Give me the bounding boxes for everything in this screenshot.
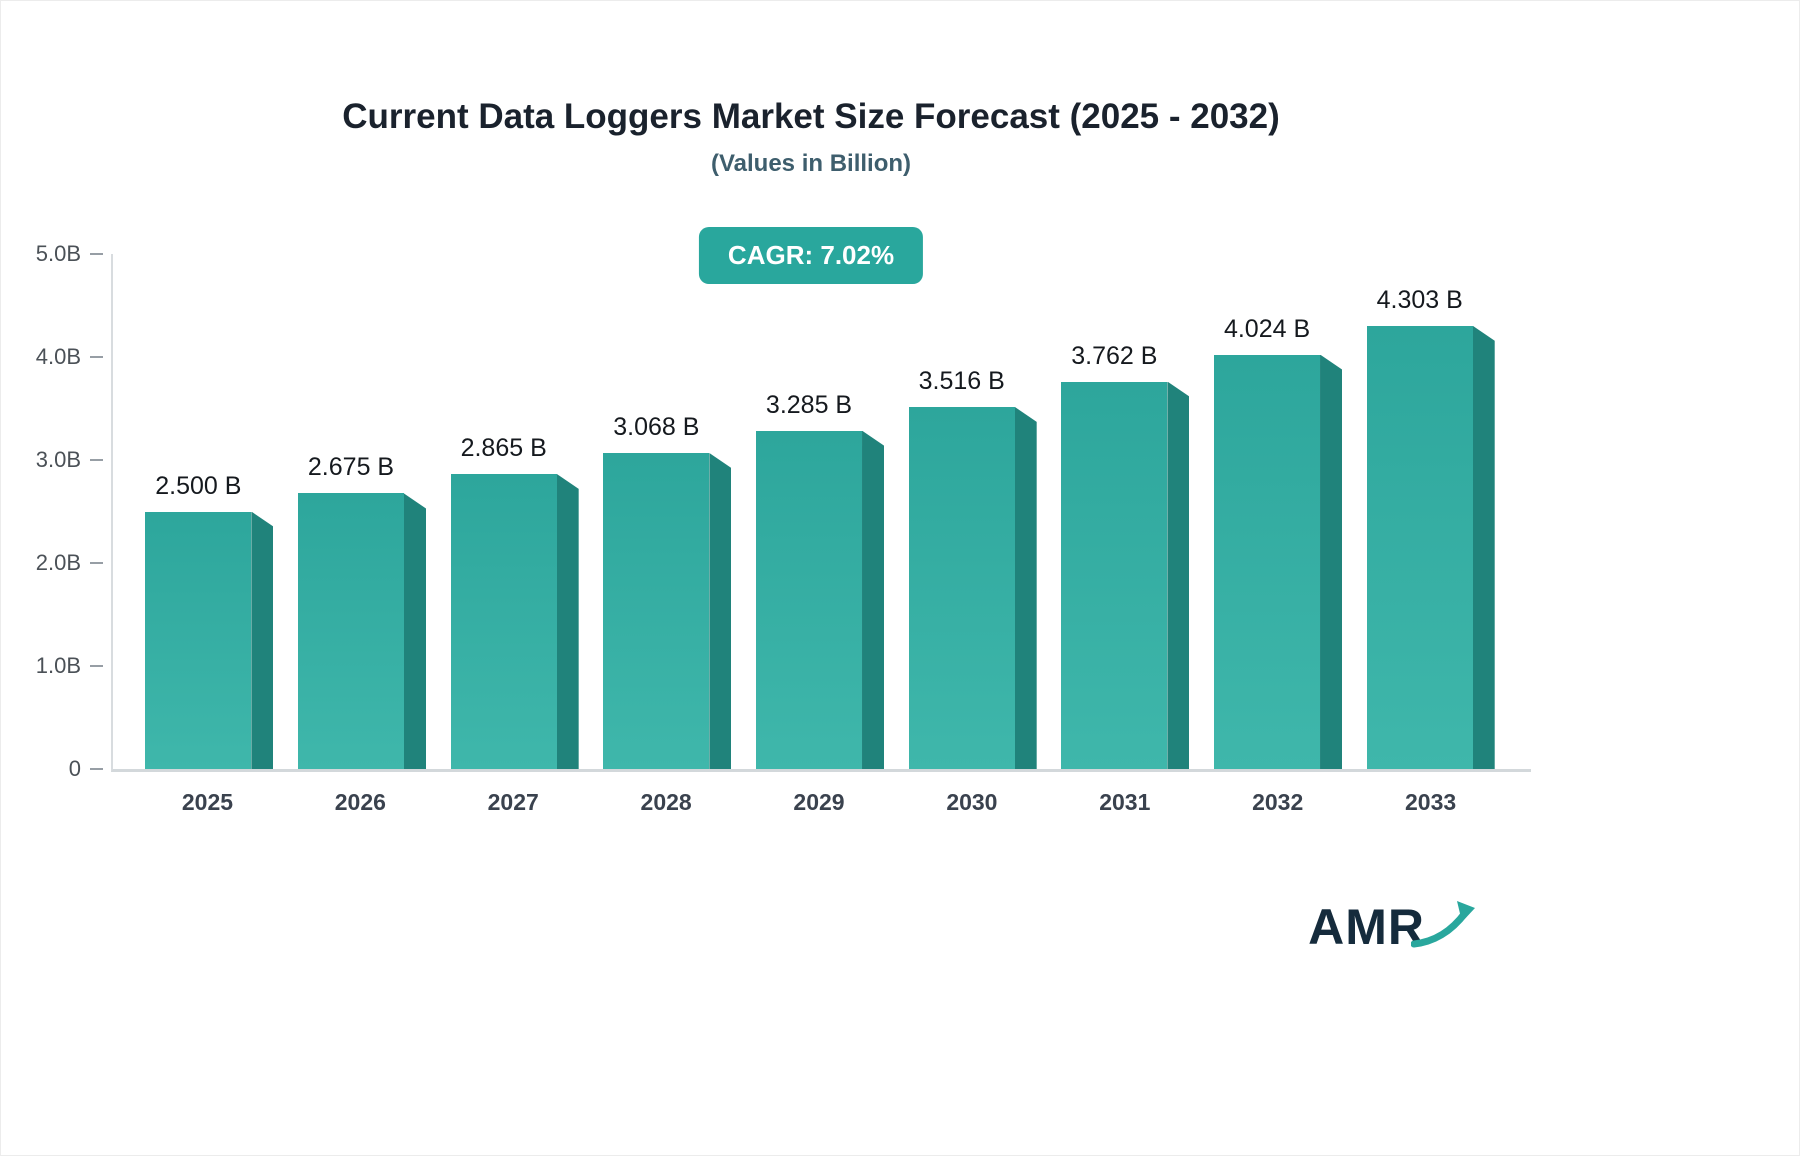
cagr-badge: CAGR: 7.02%	[698, 227, 924, 284]
bar-side	[556, 473, 579, 769]
bar-slot-2032: 4.024 B	[1202, 315, 1355, 769]
bar-value-label: 2.500 B	[155, 471, 242, 500]
x-axis-label-2028: 2028	[640, 789, 692, 815]
bar-side	[1472, 325, 1495, 769]
x-axis-label-2029: 2029	[793, 789, 845, 815]
bar-side	[1320, 354, 1343, 769]
bar-face	[145, 511, 252, 769]
bar-face	[1061, 381, 1168, 769]
bar-2031: 3.762 B	[1061, 342, 1190, 769]
x-axis-label-2033: 2033	[1404, 789, 1457, 815]
y-tick-4.0B: 4.0B	[36, 344, 103, 370]
x-axis-label-2025: 2025	[181, 789, 234, 815]
bar-2032: 4.024 B	[1214, 315, 1343, 769]
bar-value-label: 4.303 B	[1376, 285, 1463, 314]
bar-face	[908, 406, 1015, 769]
y-tick-mark	[90, 253, 103, 255]
y-tick-2.0B: 2.0B	[36, 550, 103, 576]
y-tick-label: 2.0B	[35, 550, 81, 575]
bar-side	[251, 511, 274, 769]
y-tick-label: 1.0B	[35, 653, 81, 678]
y-tick-label: 5.0B	[35, 241, 81, 266]
y-tick-mark	[90, 768, 103, 770]
x-axis-label-2027: 2027	[487, 789, 539, 815]
bar-2030: 3.516 B	[908, 367, 1037, 769]
y-axis: 0 1.0B 2.0B 3.0B 4.0B 5.0B	[36, 241, 1531, 781]
bar-side	[862, 430, 885, 769]
bar-value-label: 2.865 B	[460, 433, 547, 462]
bar-2033: 4.303 B	[1366, 286, 1495, 769]
y-tick-mark	[90, 356, 103, 358]
x-axis: 2025 2026 2027 2028 2029 2030 2031 2032 2033	[111, 789, 1531, 816]
x-axis-label-2026: 2026	[334, 789, 386, 815]
y-tick-5.0B: 5.0B	[36, 241, 103, 267]
bar-face	[1214, 354, 1321, 769]
bar-slot-2030: 3.516 B	[896, 367, 1049, 769]
growth-arrow-icon	[1411, 901, 1475, 948]
bars-container: 2.500 B 2.675 B 2.865 B 3.068 B 3.285 B 3.516…	[113, 254, 1531, 769]
bar-face	[603, 453, 710, 769]
x-axis-label-2032: 2032	[1252, 789, 1304, 815]
y-tick-label: 4.0B	[35, 344, 81, 369]
bar-face	[1366, 325, 1473, 769]
bar-side	[709, 453, 732, 769]
y-tick-1.0B: 1.0B	[36, 653, 103, 679]
bar-face	[298, 493, 404, 769]
amr-logo-text: AMR	[1308, 899, 1425, 955]
bar-chart-plot-area: 0 1.0B 2.0B 3.0B 4.0B 5.0B 2.500 B 2.675 B 2.86…	[36, 241, 1531, 781]
bar-slot-2026: 2.675 B	[286, 453, 439, 769]
y-tick-mark	[90, 459, 103, 461]
bar-slot-2031: 3.762 B	[1049, 342, 1202, 769]
x-axis-label-2031: 2031	[1099, 789, 1151, 815]
bar-2027: 2.865 B	[450, 434, 579, 769]
bar-side	[1014, 406, 1037, 769]
bar-face	[450, 473, 557, 769]
y-tick-label: 3.0B	[35, 447, 81, 472]
bar-2028: 3.068 B	[603, 413, 732, 769]
bar-value-label: 4.024 B	[1223, 314, 1311, 343]
bar-value-label: 3.285 B	[765, 390, 853, 419]
chart-subtitle: (Values in Billion)	[710, 150, 912, 177]
bar-slot-2029: 3.285 B	[744, 391, 897, 769]
y-tick-3.0B: 3.0B	[36, 447, 103, 473]
y-tick-0: 0	[69, 756, 103, 782]
bar-side	[1167, 381, 1190, 769]
chart-title: Current Data Loggers Market Size Forecas…	[342, 97, 1280, 136]
bar-value-label: 3.516 B	[918, 366, 1005, 395]
bar-value-label: 2.675 B	[307, 453, 395, 482]
bar-value-label: 3.068 B	[613, 413, 700, 441]
y-tick-mark	[90, 562, 103, 564]
bar-side	[404, 493, 426, 769]
bar-2025: 2.500 B	[145, 472, 274, 769]
amr-logo: AMR	[1308, 898, 1477, 952]
bar-slot-2027: 2.865 B	[438, 434, 591, 769]
y-tick-mark	[90, 665, 103, 667]
x-axis-label-2030: 2030	[946, 789, 998, 815]
bar-face	[756, 430, 863, 769]
bar-slot-2033: 4.303 B	[1354, 286, 1507, 769]
y-tick-label: 0	[68, 756, 81, 781]
bar-value-label: 3.762 B	[1071, 341, 1158, 370]
bar-2029: 3.285 B	[756, 391, 885, 769]
bar-2026: 2.675 B	[298, 453, 426, 769]
bar-slot-2025: 2.500 B	[133, 472, 286, 769]
bar-slot-2028: 3.068 B	[591, 413, 744, 769]
